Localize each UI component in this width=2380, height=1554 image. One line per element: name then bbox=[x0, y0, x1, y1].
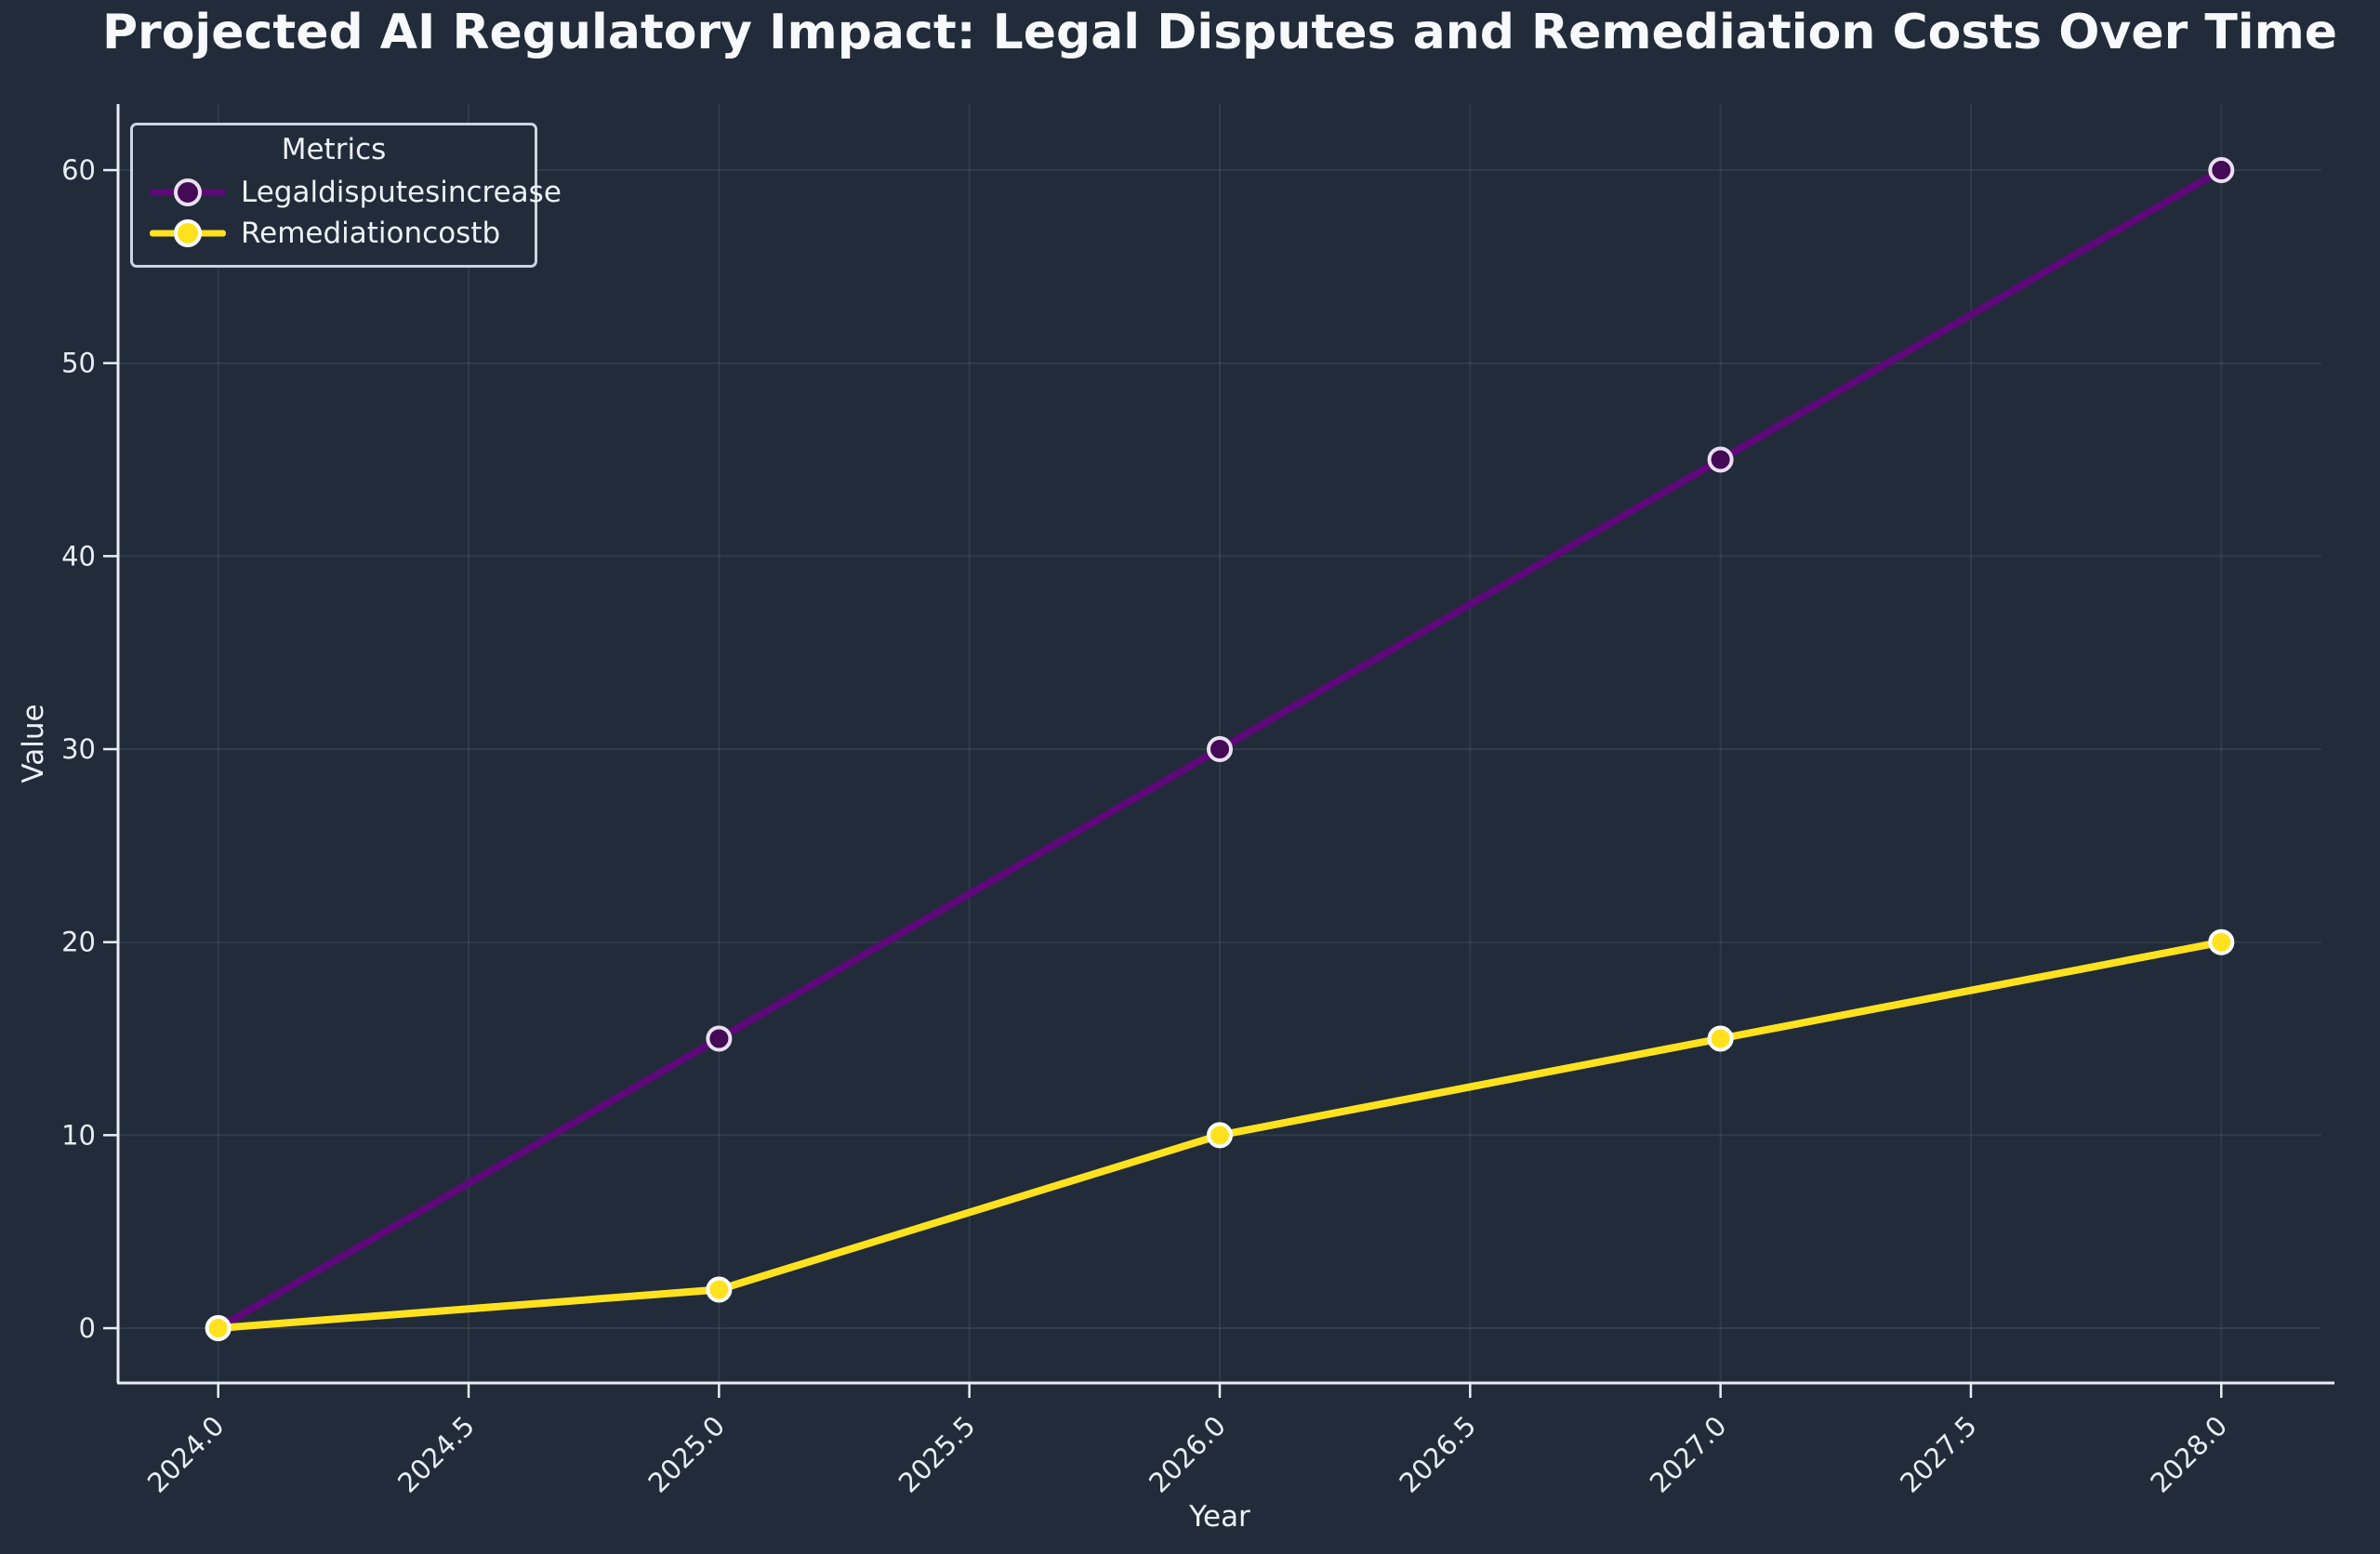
legend-item-remediation-cost: Remediationcostb bbox=[148, 213, 520, 254]
svg-text:2024.5: 2024.5 bbox=[391, 1410, 481, 1499]
svg-text:2025.0: 2025.0 bbox=[642, 1410, 732, 1499]
x-axis-label: Year bbox=[1189, 1500, 1250, 1534]
svg-text:40: 40 bbox=[61, 540, 96, 572]
svg-text:30: 30 bbox=[61, 733, 96, 765]
svg-text:2026.5: 2026.5 bbox=[1393, 1410, 1482, 1499]
svg-text:2024.0: 2024.0 bbox=[141, 1410, 231, 1499]
svg-text:10: 10 bbox=[61, 1119, 96, 1151]
legend-filled-circle-marker-icon bbox=[148, 219, 228, 247]
svg-text:2027.5: 2027.5 bbox=[1894, 1410, 1983, 1499]
legend: Metrics Legaldisputesincrease Remediatio… bbox=[130, 123, 562, 268]
svg-text:2026.0: 2026.0 bbox=[1143, 1410, 1232, 1499]
svg-text:2028.0: 2028.0 bbox=[2144, 1410, 2233, 1499]
y-axis-label: Value bbox=[17, 704, 50, 784]
legend-open-circle-marker-icon bbox=[148, 178, 228, 206]
svg-text:60: 60 bbox=[61, 154, 96, 186]
svg-text:2025.5: 2025.5 bbox=[892, 1410, 982, 1499]
svg-text:50: 50 bbox=[61, 348, 96, 379]
legend-title: Metrics bbox=[281, 133, 387, 166]
svg-text:2027.0: 2027.0 bbox=[1644, 1410, 1733, 1499]
svg-text:20: 20 bbox=[61, 927, 96, 958]
legend-item-legal-disputes: Legaldisputesincrease bbox=[148, 172, 562, 213]
legend-label: Remediationcostb bbox=[241, 217, 501, 250]
legend-label: Legaldisputesincrease bbox=[241, 176, 562, 209]
svg-text:0: 0 bbox=[79, 1312, 96, 1344]
